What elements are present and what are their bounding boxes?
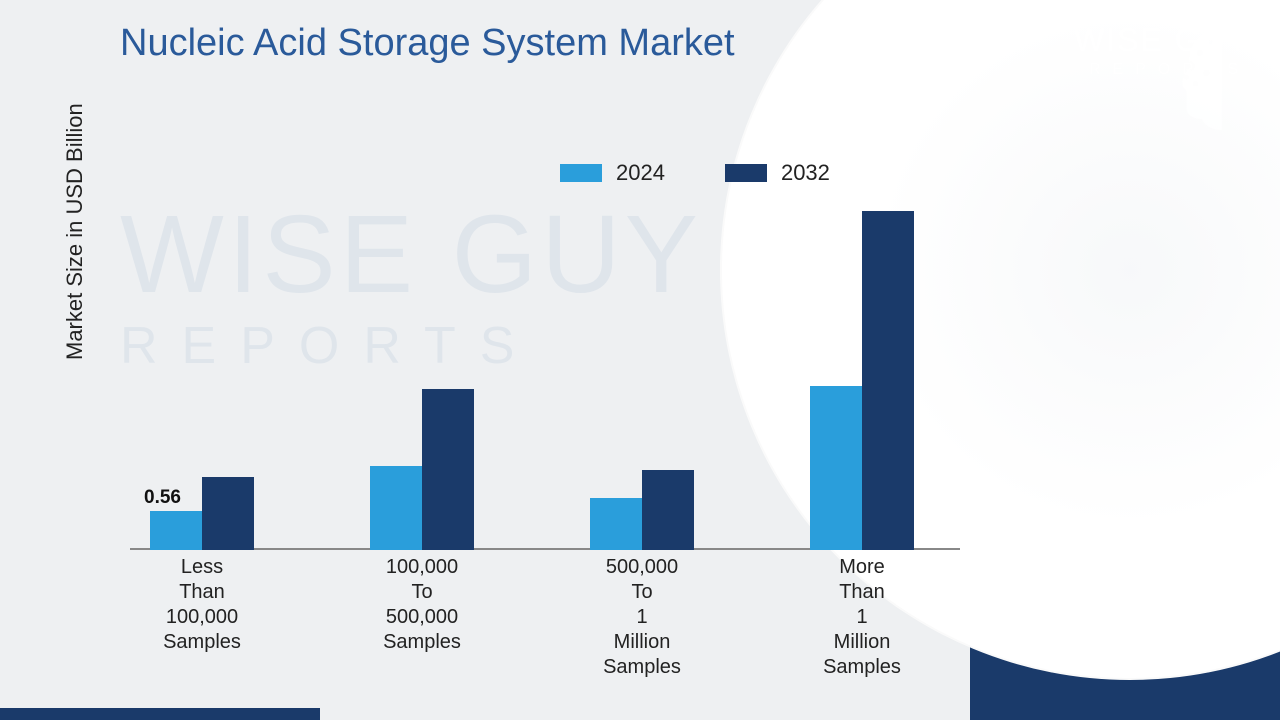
bar <box>422 389 474 550</box>
bottom-accent-bar <box>0 708 320 720</box>
bar <box>202 477 254 551</box>
brand-logo-line1: WISE GUY <box>1074 22 1250 59</box>
x-axis-category-label: MoreThan1MillionSamples <box>782 555 942 680</box>
legend-item-2024: 2024 <box>560 160 665 186</box>
legend: 2024 2032 <box>560 160 830 186</box>
bar <box>810 386 862 551</box>
legend-item-2032: 2032 <box>725 160 830 186</box>
bar <box>862 211 914 551</box>
legend-swatch-2024 <box>560 164 602 182</box>
x-axis-category-label: 100,000To500,000Samples <box>342 555 502 655</box>
legend-label-2024: 2024 <box>616 160 665 186</box>
y-axis-label: Market Size in USD Billion <box>62 103 88 360</box>
bar <box>642 470 694 551</box>
x-axis-category-label: 500,000To1MillionSamples <box>562 555 722 680</box>
brand-logo: WISE GUY REPORTS <box>1074 22 1250 79</box>
brand-logo-line2: REPORTS <box>1074 61 1250 79</box>
plot-area: 0.56 <box>130 200 960 550</box>
chart-title: Nucleic Acid Storage System Market <box>120 22 735 65</box>
legend-swatch-2032 <box>725 164 767 182</box>
bar <box>150 511 202 550</box>
bar-group: 0.56 <box>150 477 254 551</box>
chart-canvas: WISE GUY REPORTS Nucleic Acid Storage Sy… <box>0 0 1280 720</box>
bar-group <box>810 211 914 551</box>
legend-label-2032: 2032 <box>781 160 830 186</box>
bar-group <box>590 470 694 551</box>
bar <box>370 466 422 550</box>
bar <box>590 498 642 551</box>
x-axis-category-label: LessThan100,000Samples <box>122 555 282 655</box>
bar-group <box>370 389 474 550</box>
bar-value-label: 0.56 <box>144 487 181 511</box>
